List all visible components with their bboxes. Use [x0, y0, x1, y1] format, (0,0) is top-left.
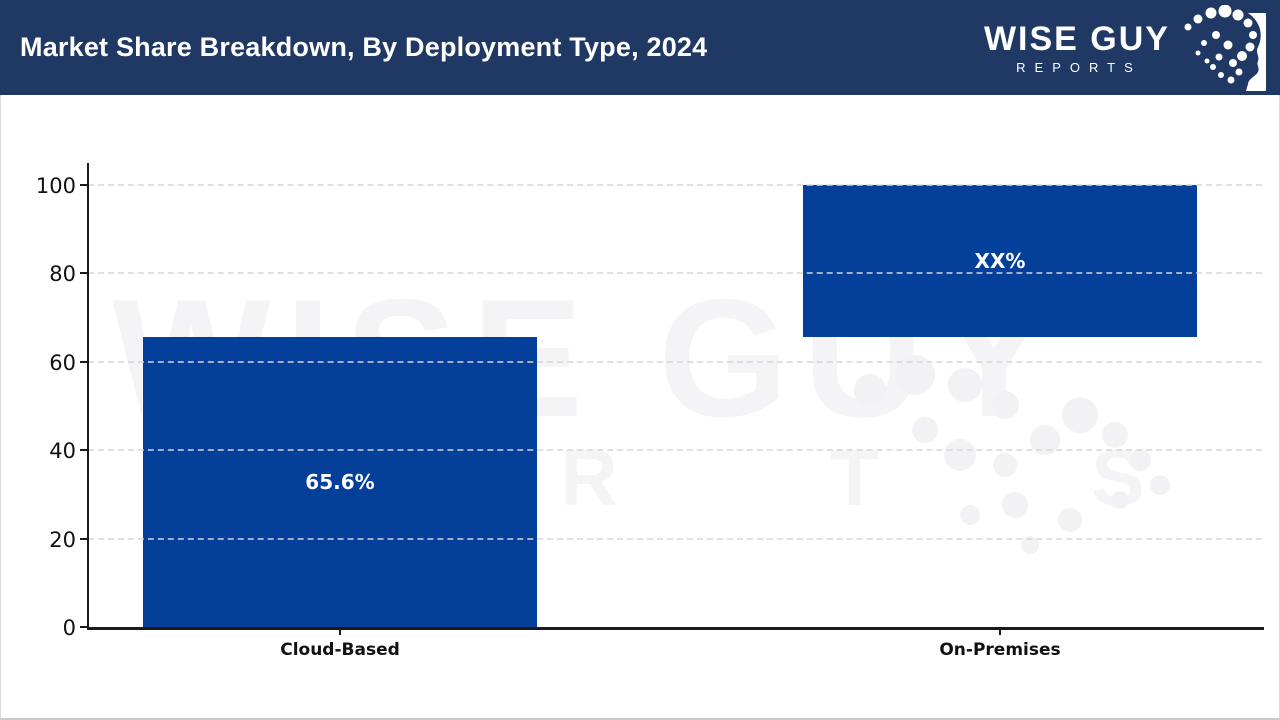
- bar-value-label: XX%: [974, 248, 1026, 273]
- page-title: Market Share Breakdown, By Deployment Ty…: [20, 32, 708, 62]
- logo-face-icon: [1184, 4, 1266, 91]
- gridline: [88, 183, 1262, 186]
- y-tick-label: 100: [35, 173, 76, 198]
- y-axis-line: [87, 163, 89, 629]
- y-tick-label: 0: [62, 616, 76, 640]
- category-label: Cloud-Based: [280, 640, 400, 660]
- logo-subtitle: REPORTS: [1016, 59, 1142, 75]
- y-tick-mark: [80, 272, 87, 274]
- y-tick-label: 40: [49, 439, 76, 463]
- y-tick-label: 80: [49, 262, 76, 286]
- logo-wordmark: WISE GUY: [983, 19, 1170, 58]
- y-tick-mark: [80, 449, 87, 451]
- x-axis-line: [87, 627, 1264, 630]
- bar-value-label: 65.6%: [305, 469, 375, 494]
- category-label: On-Premises: [939, 640, 1061, 660]
- logo-text: WISE GUY REPORTS: [984, 22, 1170, 74]
- y-tick-mark: [80, 626, 87, 628]
- gridline: [88, 360, 1262, 363]
- bar-on-premises: XX%: [803, 184, 1197, 337]
- x-tick-mark: [999, 627, 1001, 635]
- x-tick-mark: [339, 627, 341, 635]
- bar-cloud-based: 65.6%: [143, 336, 537, 627]
- wise-guy-reports-logo: WISE GUY REPORTS: [984, 4, 1280, 91]
- gridline: [88, 537, 1262, 540]
- y-tick-mark: [80, 537, 87, 540]
- y-tick-label: 20: [49, 527, 76, 552]
- gridline: [88, 272, 1262, 274]
- header-bar: Market Share Breakdown, By Deployment Ty…: [0, 0, 1280, 95]
- y-tick-label: 60: [49, 350, 76, 375]
- y-tick-mark: [80, 360, 87, 363]
- gridline: [88, 449, 1262, 451]
- y-tick-mark: [80, 183, 87, 186]
